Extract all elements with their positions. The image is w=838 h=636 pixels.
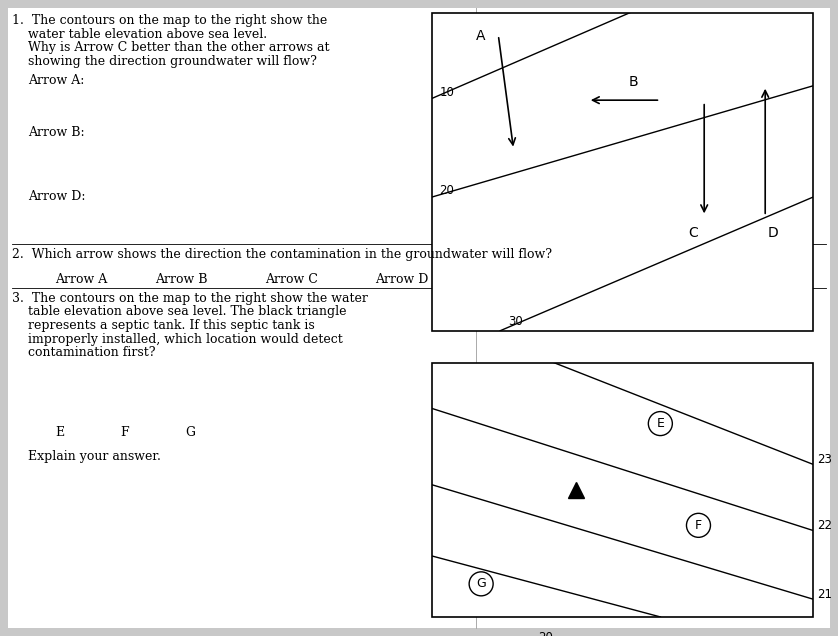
Bar — [432, 363, 813, 617]
Text: water table elevation above sea level.: water table elevation above sea level. — [12, 27, 267, 41]
Text: showing the direction groundwater will flow?: showing the direction groundwater will f… — [12, 55, 317, 67]
Text: 20: 20 — [439, 184, 454, 197]
Text: 1.  The contours on the map to the right show the: 1. The contours on the map to the right … — [12, 14, 328, 27]
Text: 30: 30 — [508, 315, 523, 328]
Text: F: F — [695, 519, 702, 532]
Text: Arrow A: Arrow A — [55, 273, 107, 286]
Text: 21: 21 — [817, 588, 831, 600]
Circle shape — [649, 411, 672, 436]
Text: Arrow D:: Arrow D: — [28, 190, 85, 203]
Text: 3.  The contours on the map to the right show the water: 3. The contours on the map to the right … — [12, 292, 368, 305]
Text: Arrow D: Arrow D — [375, 273, 428, 286]
Bar — [432, 13, 813, 331]
Text: F: F — [120, 426, 128, 439]
Text: G: G — [476, 577, 486, 590]
Text: represents a septic tank. If this septic tank is: represents a septic tank. If this septic… — [12, 319, 315, 332]
Text: 23: 23 — [817, 453, 831, 466]
Text: A: A — [476, 29, 486, 43]
Text: Arrow A:: Arrow A: — [28, 74, 85, 87]
Text: E: E — [55, 426, 65, 439]
Circle shape — [469, 572, 493, 596]
Text: Arrow B: Arrow B — [155, 273, 208, 286]
Text: Arrow C: Arrow C — [265, 273, 318, 286]
Text: E: E — [656, 417, 665, 430]
Text: Why is Arrow C better than the other arrows at: Why is Arrow C better than the other arr… — [12, 41, 329, 54]
Text: 20: 20 — [538, 631, 553, 636]
Text: C: C — [688, 226, 697, 240]
Text: B: B — [628, 75, 639, 89]
Circle shape — [686, 513, 711, 537]
Text: table elevation above sea level. The black triangle: table elevation above sea level. The bla… — [12, 305, 346, 319]
Text: 2.  Which arrow shows the direction the contamination in the groundwater will fl: 2. Which arrow shows the direction the c… — [12, 248, 552, 261]
Text: 10: 10 — [439, 86, 454, 99]
Text: D: D — [768, 226, 779, 240]
Text: improperly installed, which location would detect: improperly installed, which location wou… — [12, 333, 343, 345]
Text: Arrow B:: Arrow B: — [28, 126, 85, 139]
Text: G: G — [185, 426, 195, 439]
Text: 22: 22 — [817, 519, 831, 532]
Text: contamination first?: contamination first? — [12, 346, 156, 359]
Text: Explain your answer.: Explain your answer. — [28, 450, 161, 463]
